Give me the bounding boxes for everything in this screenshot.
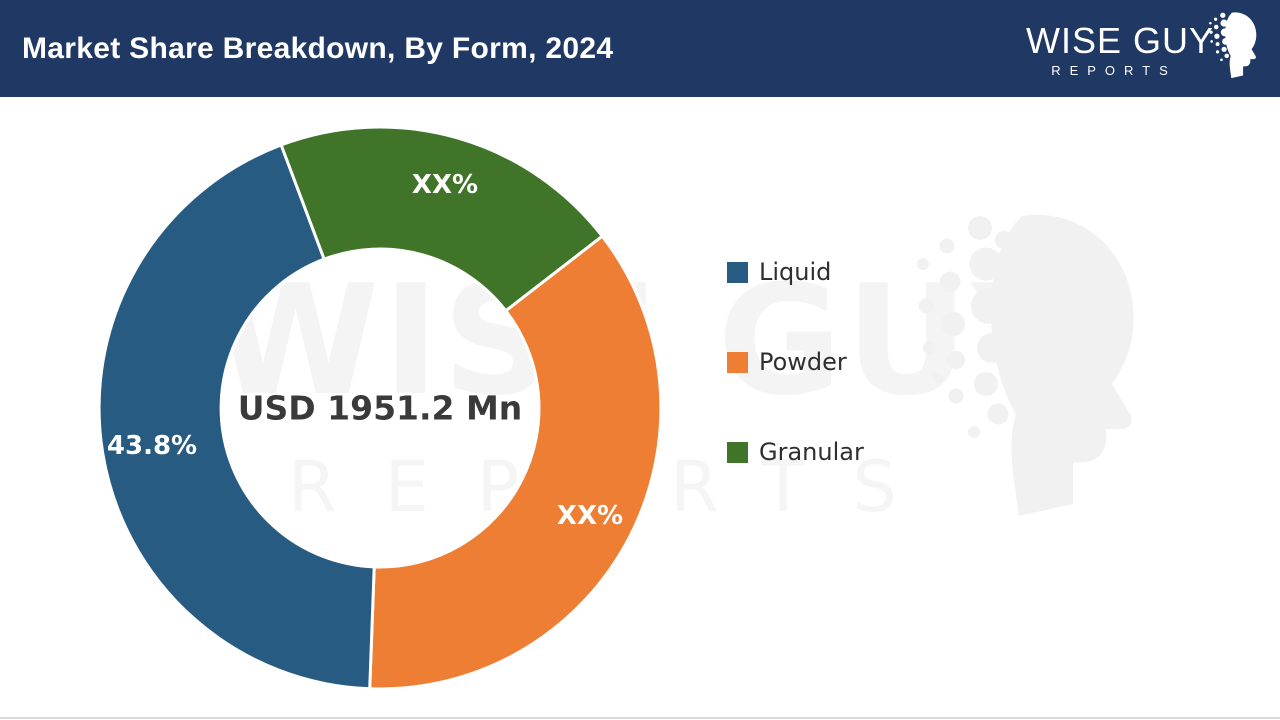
wiseguy-logo: WISE GUY REPORTS [1026,6,1266,92]
legend-label-liquid: Liquid [759,258,832,286]
wiseguy-face-icon [1209,12,1257,79]
legend-swatch-granular [727,441,748,463]
segment-liquid [97,143,376,691]
page-title: Market Share Breakdown, By Form, 2024 [22,32,614,65]
legend-swatch-liquid [727,261,748,283]
logo-name-text: WISE GUY [1026,20,1215,61]
segment-granular [279,125,604,313]
watermark-face-icon [917,214,1134,517]
legend-label-powder: Powder [759,348,847,376]
legend-item-liquid: Liquid [727,259,864,285]
label-liquid-pct: 43.8% [106,431,198,461]
logo-sub-text: REPORTS [1051,63,1177,78]
donut-center-value: USD 1951.2 Mn [237,388,523,428]
label-powder-pct: XX% [556,501,624,531]
header-bar: Market Share Breakdown, By Form, 2024 WI… [0,0,1280,97]
label-granular-pct: XX% [411,170,479,200]
footer-divider [0,717,1280,719]
legend-label-granular: Granular [759,438,864,466]
legend-swatch-powder [727,351,748,373]
chart-legend: Liquid Powder Granular [727,259,864,529]
segment-powder [368,234,663,691]
legend-item-granular: Granular [727,439,864,465]
legend-item-powder: Powder [727,349,864,375]
